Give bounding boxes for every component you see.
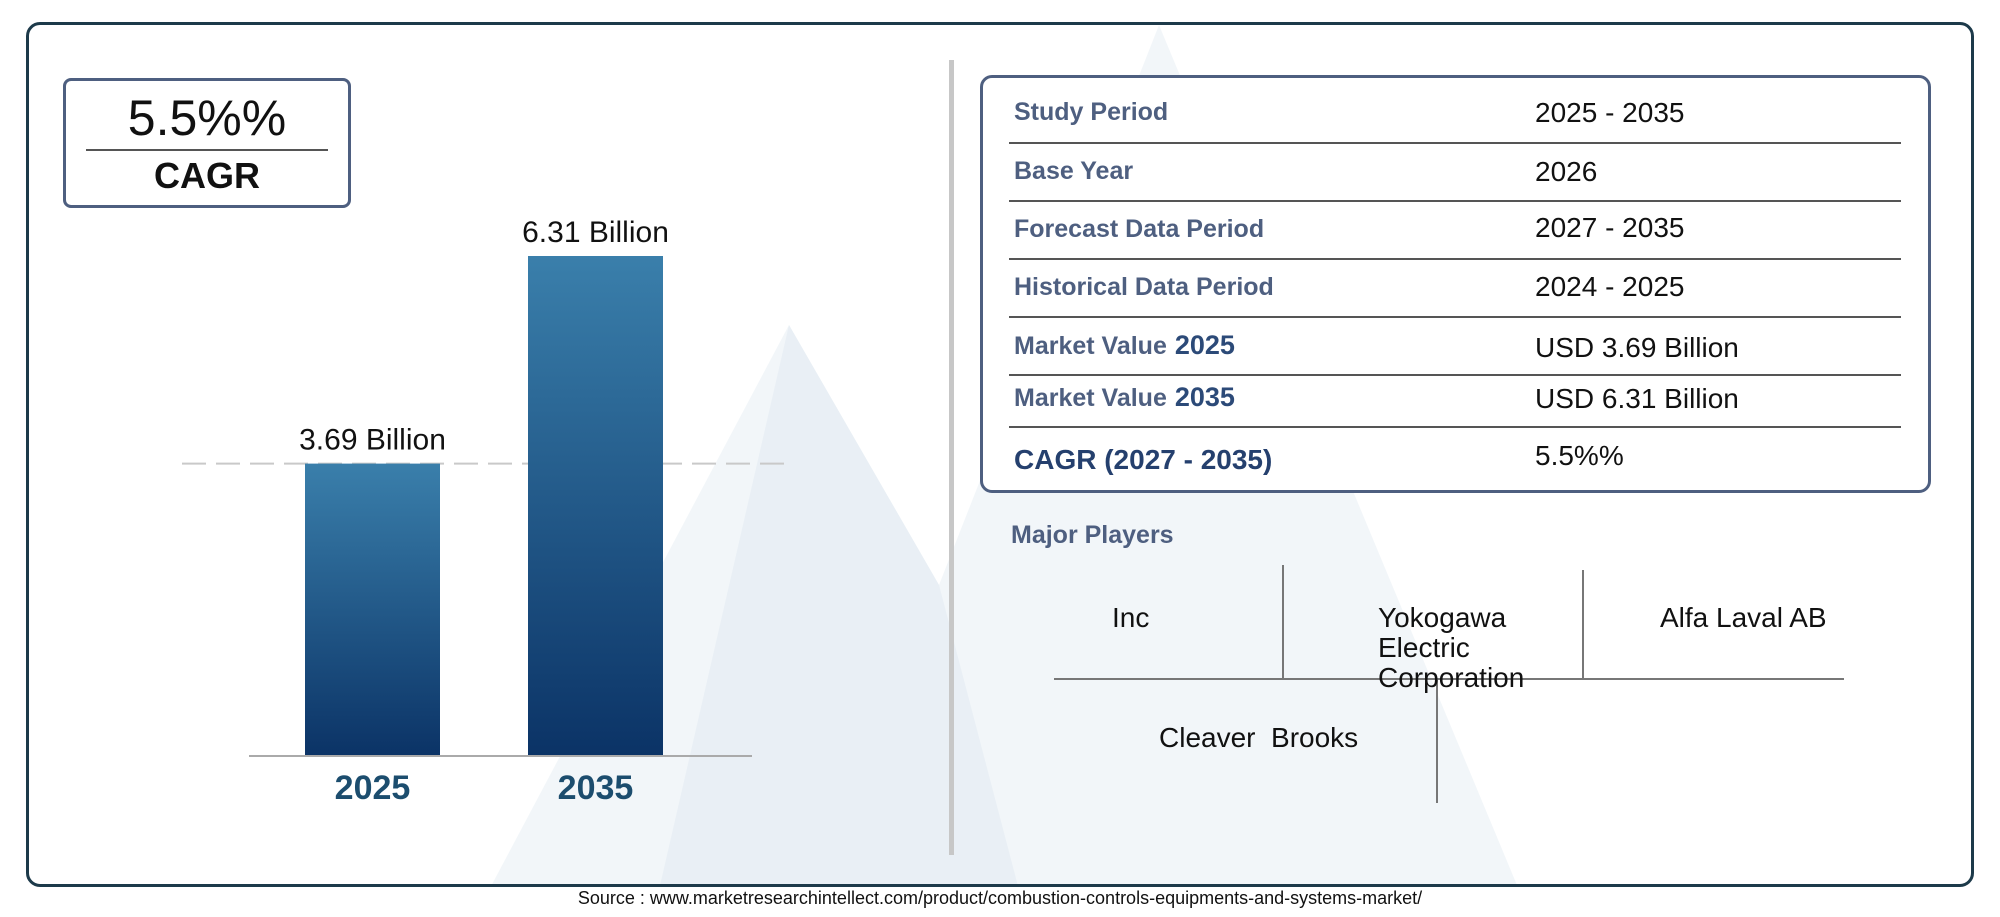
source-note: Source : www.marketresearchintellect.com… <box>577 888 1423 908</box>
players-divider <box>1054 678 1844 680</box>
info-label: Base Year <box>1014 157 1134 185</box>
cagr-value: 5.5%% <box>127 90 287 146</box>
info-row-historical-period: Historical Data Period 2024 - 2025 <box>1009 260 1901 318</box>
info-value: 2024 - 2025 <box>1535 271 1685 302</box>
players-divider <box>1436 680 1438 803</box>
info-row-study-period: Study Period 2025 - 2035 <box>1009 84 1901 144</box>
cagr-divider <box>86 149 328 151</box>
info-label-text: Market Value <box>1014 332 1167 360</box>
info-row-base-year: Base Year 2026 <box>1009 144 1901 202</box>
player-name: Inc <box>1112 602 1150 633</box>
bar-chart: 3.69 Billion 2025 6.31 Billion 2035 <box>182 216 794 807</box>
player-name: Alfa Laval AB <box>1660 602 1827 633</box>
player-name: Yokogawa Electric Corporation <box>1378 602 1525 693</box>
info-label: CAGR (2027 - 2035) <box>1014 444 1273 475</box>
vertical-divider <box>949 60 954 855</box>
info-label: Market Value 2035 <box>1014 382 1235 413</box>
info-label: Study Period <box>1014 98 1169 126</box>
player-name: Cleaver Brooks <box>1159 722 1359 753</box>
info-label: Historical Data Period <box>1014 273 1274 301</box>
info-label-text: Market Value <box>1014 384 1167 412</box>
players-divider <box>1582 570 1584 680</box>
players-divider <box>1282 565 1284 680</box>
x-tick-label: 2025 <box>335 769 411 807</box>
info-row-market-value-2035: Market Value 2035 USD 6.31 Billion <box>1009 376 1901 428</box>
major-players-title: Major Players <box>1011 521 1174 549</box>
cagr-label: CAGR <box>154 155 260 196</box>
data-label: 3.69 Billion <box>299 424 446 457</box>
info-row-forecast-period: Forecast Data Period 2027 - 2035 <box>1009 202 1901 260</box>
data-label: 6.31 Billion <box>522 216 669 249</box>
info-row-market-value-2025: Market Value 2025 USD 3.69 Billion <box>1009 318 1901 376</box>
info-label: Market Value 2025 <box>1014 330 1235 361</box>
bar-2035 <box>528 256 663 756</box>
info-value: 2026 <box>1535 156 1598 187</box>
infographic-frame: 5.5%% CAGR 3.69 Billion 2025 6.31 Billion 2… <box>26 22 1974 887</box>
info-label-year: 2035 <box>1174 382 1235 412</box>
x-tick-label: 2035 <box>558 769 634 807</box>
info-table: Study Period 2025 - 2035 Base Year 2026 … <box>980 75 1931 493</box>
bar-2025 <box>305 463 440 756</box>
cagr-box: 5.5%% CAGR <box>63 78 351 208</box>
info-value: USD 6.31 Billion <box>1535 383 1739 414</box>
info-value: 2025 - 2035 <box>1535 97 1685 128</box>
info-row-cagr: CAGR (2027 - 2035) 5.5%% <box>1009 428 1901 486</box>
info-value: USD 3.69 Billion <box>1535 332 1739 363</box>
info-value: 5.5%% <box>1535 440 1624 471</box>
info-value: 2027 - 2035 <box>1535 212 1685 243</box>
info-label-year: 2025 <box>1174 330 1235 360</box>
info-label: Forecast Data Period <box>1014 215 1265 243</box>
